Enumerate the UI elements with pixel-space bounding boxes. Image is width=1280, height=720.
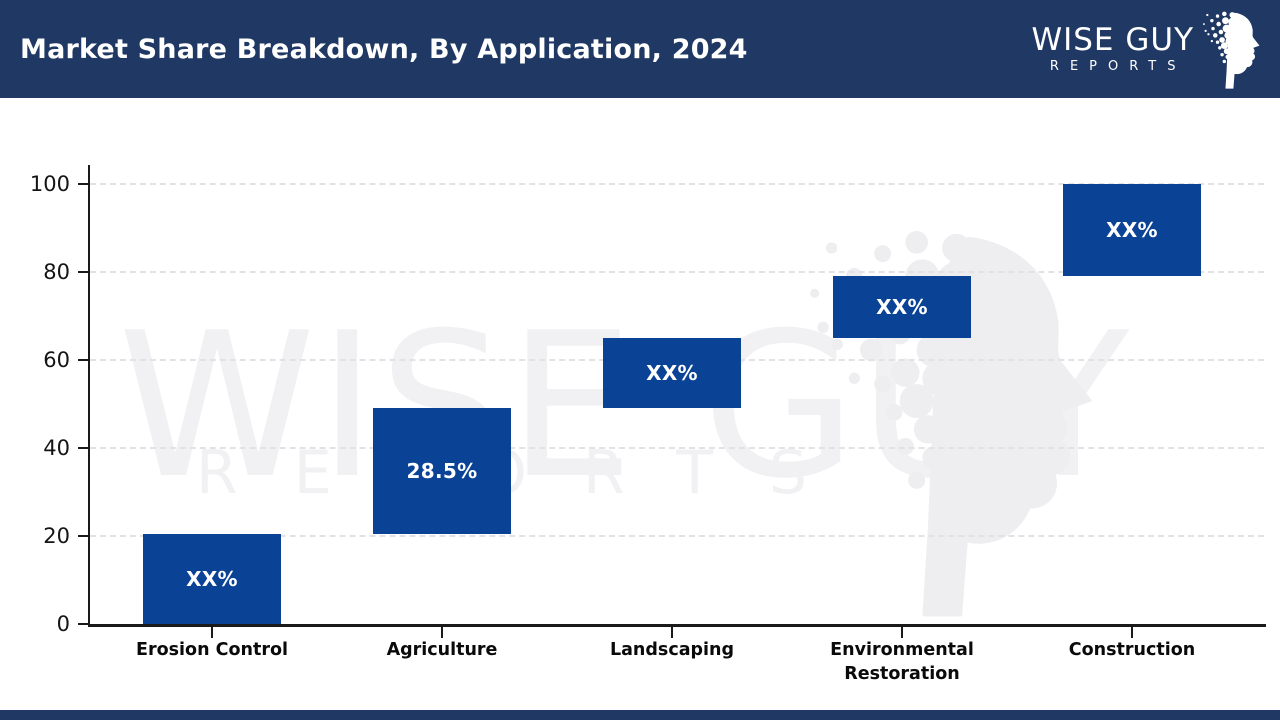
y-tick-mark [78,623,88,625]
y-tick-label: 40 [43,436,70,460]
bar: XX% [833,276,971,338]
bar: XX% [603,338,741,409]
x-category-label: Construction [1068,640,1196,660]
bar-value-label: 28.5% [406,459,478,484]
y-tick-mark [78,183,88,185]
x-category-label: Landscaping [609,640,735,660]
gridline [90,271,1264,273]
x-category-label: Erosion Control [136,640,288,660]
y-tick-label: 100 [29,172,70,196]
y-tick-mark [78,535,88,537]
page-title: Market Share Breakdown, By Application, … [20,33,748,65]
x-tick-mark [671,627,673,638]
logo-subtitle: REPORTS [1049,59,1187,75]
wise-guy-logo: WISE GUY REPORTS [1031,9,1264,89]
bar-value-label: XX% [186,566,238,591]
x-category-label: Agriculture [386,640,498,660]
x-tick-mark [901,627,903,638]
gridline [90,535,1264,537]
bar: 28.5% [373,408,511,534]
bar: XX% [1063,184,1201,277]
bar-value-label: XX% [876,295,928,320]
x-tick-mark [441,627,443,638]
y-tick-mark [78,447,88,449]
bar: XX% [143,533,281,624]
y-tick-label: 0 [56,612,70,636]
plot-area: 0 20 40 60 80 100 XX% Erosion Control 28.5% Agric… [30,165,1266,684]
bar-value-label: XX% [1106,218,1158,243]
x-tick-mark [1131,627,1133,638]
y-tick-mark [78,271,88,273]
dotted-head-profile-icon [1196,9,1264,89]
x-tick-mark [211,627,213,638]
y-tick-label: 20 [43,524,70,548]
y-tick-label: 60 [43,348,70,372]
header-bar: Market Share Breakdown, By Application, … [0,0,1280,98]
logo-wordmark: WISE GUY [1031,21,1194,58]
y-tick-label: 80 [43,260,70,284]
bar-value-label: XX% [646,361,698,386]
logo-text: WISE GUY REPORTS [1031,24,1194,75]
gridline [90,183,1264,185]
gridline [90,447,1264,449]
x-category-label: Environmental Restoration [830,640,974,684]
y-tick-mark [78,359,88,361]
footer-bar [0,710,1280,720]
